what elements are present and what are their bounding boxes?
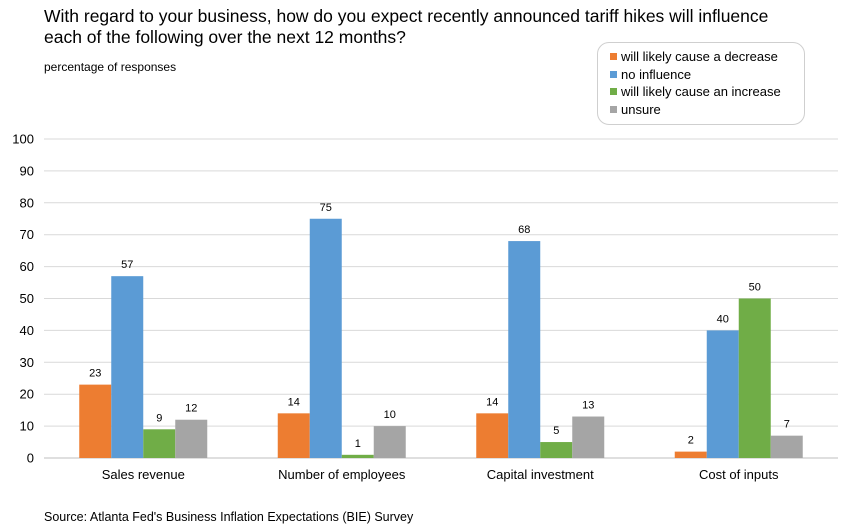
x-tick-label: Capital investment [487,467,594,482]
bar [476,413,509,458]
source-note: Source: Atlanta Fed's Business Inflation… [44,510,414,524]
y-tick-label: 10 [20,419,34,434]
data-label: 7 [784,419,790,431]
bar [277,413,310,458]
bar [341,454,374,458]
bar [674,451,707,458]
legend-item-increase: will likely cause an increase [610,83,804,101]
legend-swatch-decrease [610,53,617,61]
legend-label-unsure: unsure [621,101,661,117]
data-label: 23 [89,368,101,380]
data-label: 40 [717,313,729,325]
y-tick-label: 80 [20,195,34,210]
legend-swatch-increase [610,88,617,96]
legend-label-increase: will likely cause an increase [621,84,781,100]
bar [508,241,541,458]
data-label: 57 [121,259,133,271]
chart-title: With regard to your business, how do you… [44,6,824,48]
chart-title-line-2: each of the following over the next 12 m… [44,27,406,47]
x-tick-label: Sales revenue [102,467,185,482]
bar [572,416,605,458]
legend-swatch-unsure [610,105,617,113]
data-label: 10 [384,409,396,421]
y-axis-unit-label: percentage of responses [44,60,177,74]
bar [111,276,144,458]
y-tick-label: 70 [20,227,34,242]
y-tick-label: 20 [20,387,34,402]
chart-title-line-1: With regard to your business, how do you… [44,6,769,26]
legend-label-decrease: will likely cause a decrease [621,49,778,65]
y-tick-label: 0 [27,451,34,466]
x-tick-label: Cost of inputs [699,467,779,482]
legend-swatch-no-influence [610,70,617,78]
bar [706,330,739,458]
y-tick-label: 90 [20,163,34,178]
y-tick-label: 60 [20,259,34,274]
data-label: 50 [749,282,761,294]
legend-item-no-influence: no influence [610,66,804,84]
y-tick-label: 40 [20,323,34,338]
data-label: 5 [553,425,559,437]
data-label: 12 [185,403,197,415]
y-tick-label: 50 [20,291,34,306]
data-label: 14 [486,396,498,408]
y-tick-label: 100 [12,132,34,147]
x-tick-label: Number of employees [278,467,406,482]
y-tick-label: 30 [20,355,34,370]
bar [770,435,803,458]
data-label: 75 [320,202,332,214]
legend-item-unsure: unsure [610,101,804,119]
bar [540,442,573,458]
data-label: 68 [518,224,530,236]
data-label: 14 [288,396,300,408]
data-label: 1 [355,438,361,450]
data-label: 2 [688,435,694,447]
data-label: 13 [582,400,594,412]
bar [309,218,342,458]
bar [738,298,771,458]
chart-legend: will likely cause a decrease no influenc… [597,42,805,125]
legend-item-decrease: will likely cause a decrease [610,48,804,66]
data-label: 9 [156,412,162,424]
legend-label-no-influence: no influence [621,66,692,82]
bar [373,426,406,458]
bar [79,384,112,458]
bar [175,419,208,458]
bar [143,429,176,458]
